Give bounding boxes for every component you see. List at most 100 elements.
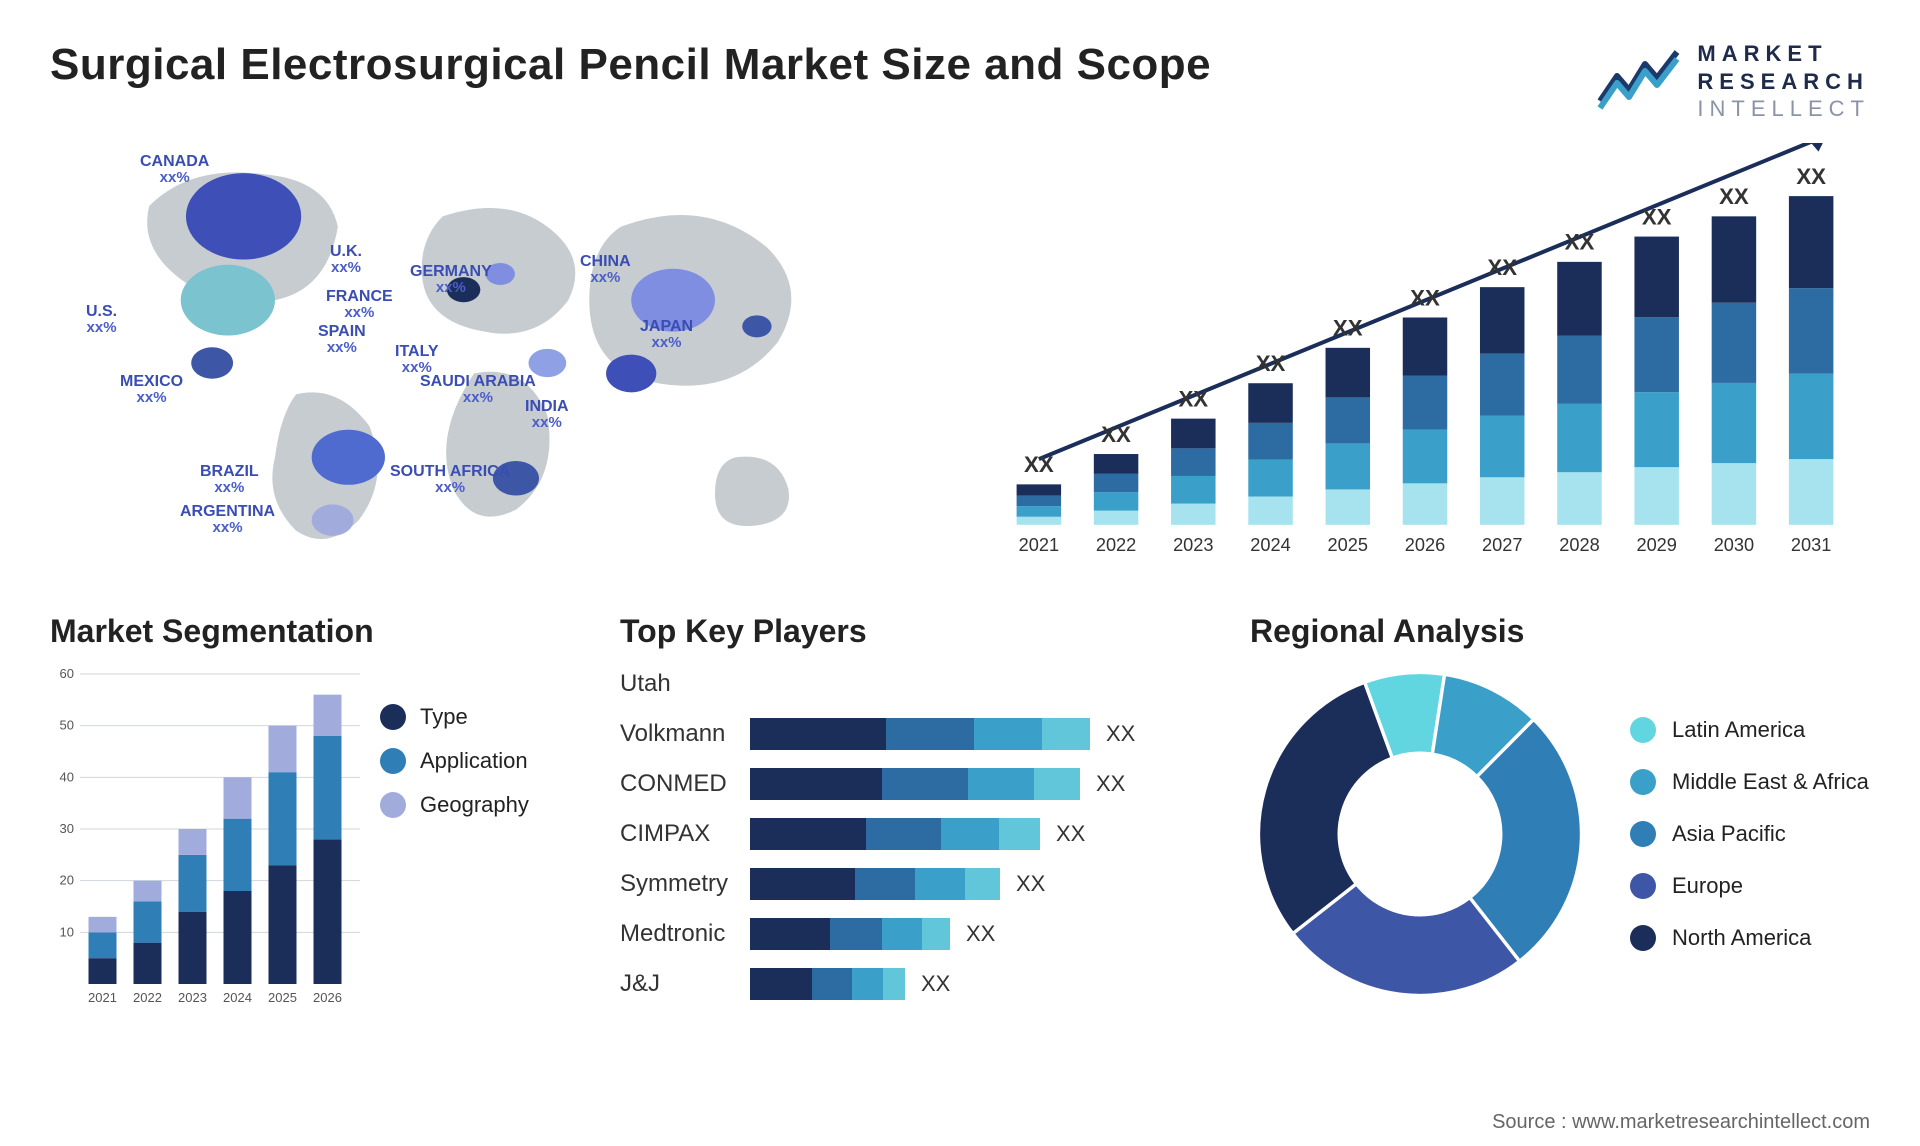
svg-text:XX: XX	[1642, 204, 1672, 229]
segmentation-heading: Market Segmentation	[50, 613, 590, 650]
player-bar-row: XX	[750, 968, 1220, 1000]
svg-text:XX: XX	[1487, 255, 1517, 280]
svg-text:2030: 2030	[1714, 535, 1754, 555]
svg-text:XX: XX	[1410, 285, 1440, 310]
segmentation-chart: 10 20 30 40 50 60 2021 2022 2023 2024 2025 2026	[50, 664, 360, 1014]
player-name: Medtronic	[620, 918, 725, 950]
svg-text:XX: XX	[1178, 386, 1208, 411]
logo-line2: RESEARCH	[1697, 68, 1870, 96]
svg-text:2027: 2027	[1482, 535, 1522, 555]
map-label: ARGENTINAxx%	[180, 503, 275, 537]
player-value: XX	[1096, 771, 1125, 797]
regional-legend: Latin America Middle East & Africa Asia Pa…	[1630, 717, 1869, 951]
regional-donut	[1250, 664, 1590, 1004]
svg-text:2021: 2021	[88, 990, 117, 1005]
map-label: ITALYxx%	[395, 343, 439, 377]
map-label: CANADAxx%	[140, 153, 209, 187]
player-name: CIMPAX	[620, 818, 710, 850]
svg-text:10: 10	[60, 924, 74, 939]
svg-text:40: 40	[60, 769, 74, 784]
player-value: XX	[921, 971, 950, 997]
svg-text:2031: 2031	[1791, 535, 1831, 555]
svg-text:2026: 2026	[1405, 535, 1445, 555]
map-label: GERMANYxx%	[410, 263, 492, 297]
svg-text:60: 60	[60, 666, 74, 681]
svg-text:2022: 2022	[1096, 535, 1136, 555]
page-title: Surgical Electrosurgical Pencil Market S…	[50, 40, 1211, 90]
segmentation-legend: Type Application Geography	[380, 664, 529, 1014]
player-name: Symmetry	[620, 868, 728, 900]
map-label: SOUTH AFRICAxx%	[390, 463, 510, 497]
player-name: Utah	[620, 668, 671, 700]
player-value: XX	[1016, 871, 1045, 897]
segmentation-panel: Market Segmentation 10 20 30 40 50 60 2021 2022…	[50, 613, 590, 1033]
players-names: Utah Volkmann CONMED CIMPAX Symmetry Medtroni…	[620, 664, 728, 1000]
regional-legend-item: North America	[1630, 925, 1869, 951]
regional-legend-item: Europe	[1630, 873, 1869, 899]
svg-text:XX: XX	[1719, 184, 1749, 209]
svg-text:2021: 2021	[1019, 535, 1059, 555]
source-label: Source : www.marketresearchintellect.com	[1492, 1111, 1870, 1134]
svg-text:2023: 2023	[1173, 535, 1213, 555]
player-bar-row	[750, 668, 1220, 700]
player-bar-row: XX	[750, 868, 1220, 900]
svg-text:XX: XX	[1024, 452, 1054, 477]
player-value: XX	[1106, 721, 1135, 747]
svg-text:2023: 2023	[178, 990, 207, 1005]
logo-line1: MARKET	[1697, 40, 1870, 68]
map-label: MEXICOxx%	[120, 373, 183, 407]
regional-legend-item: Middle East & Africa	[1630, 769, 1869, 795]
map-label: U.S.xx%	[86, 303, 117, 337]
segmentation-legend-item: Application	[380, 748, 529, 774]
logo-icon	[1595, 46, 1685, 116]
player-bar-row: XX	[750, 818, 1220, 850]
svg-text:2024: 2024	[1250, 535, 1290, 555]
players-panel: Top Key Players Utah Volkmann CONMED CIMPAX…	[620, 613, 1220, 1033]
world-map-panel: CANADAxx% U.S.xx% MEXICOxx% BRAZILxx% ARGENT…	[50, 143, 940, 583]
header: Surgical Electrosurgical Pencil Market S…	[50, 40, 1870, 123]
map-label: FRANCExx%	[326, 288, 393, 322]
svg-text:50: 50	[60, 717, 74, 732]
map-label: JAPANxx%	[640, 318, 693, 352]
svg-text:20: 20	[60, 872, 74, 887]
svg-text:2025: 2025	[268, 990, 297, 1005]
map-label: SPAINxx%	[318, 323, 366, 357]
svg-text:XX: XX	[1256, 351, 1286, 376]
player-bar-row: XX	[750, 768, 1220, 800]
svg-text:30: 30	[60, 821, 74, 836]
svg-text:2026: 2026	[313, 990, 342, 1005]
growth-chart: XX 2021 XX 2022 XX 2023 XX 2024 XX 2025 XX 2026 XX 20…	[980, 143, 1870, 583]
segmentation-legend-item: Type	[380, 704, 529, 730]
map-label: SAUDI ARABIAxx%	[420, 373, 536, 407]
player-bar-row: XX	[750, 918, 1220, 950]
brand-logo: MARKET RESEARCH INTELLECT	[1595, 40, 1870, 123]
svg-text:XX: XX	[1565, 229, 1595, 254]
growth-chart-panel: XX 2021 XX 2022 XX 2023 XX 2024 XX 2025 XX 2026 XX 20…	[980, 143, 1870, 583]
map-label: CHINAxx%	[580, 253, 631, 287]
players-heading: Top Key Players	[620, 613, 1220, 650]
svg-text:2024: 2024	[223, 990, 252, 1005]
svg-text:2025: 2025	[1328, 535, 1368, 555]
player-value: XX	[1056, 821, 1085, 847]
players-bars: XX XX XX XX XX XX	[750, 664, 1220, 1000]
svg-text:XX: XX	[1333, 315, 1363, 340]
map-label: U.K.xx%	[330, 243, 362, 277]
regional-heading: Regional Analysis	[1250, 613, 1870, 650]
player-name: Volkmann	[620, 718, 725, 750]
svg-text:2028: 2028	[1559, 535, 1599, 555]
logo-line3: INTELLECT	[1697, 95, 1870, 123]
player-value: XX	[966, 921, 995, 947]
bottom-row: Market Segmentation 10 20 30 40 50 60 2021 2022…	[50, 613, 1870, 1033]
map-label: INDIAxx%	[525, 398, 569, 432]
regional-legend-item: Latin America	[1630, 717, 1869, 743]
svg-text:2029: 2029	[1636, 535, 1676, 555]
regional-legend-item: Asia Pacific	[1630, 821, 1869, 847]
svg-text:2022: 2022	[133, 990, 162, 1005]
regional-panel: Regional Analysis Latin America Middle Ea…	[1250, 613, 1870, 1033]
player-name: CONMED	[620, 768, 727, 800]
svg-text:XX: XX	[1101, 421, 1131, 446]
map-label: BRAZILxx%	[200, 463, 259, 497]
segmentation-legend-item: Geography	[380, 792, 529, 818]
svg-text:XX: XX	[1796, 163, 1826, 188]
player-name: J&J	[620, 968, 660, 1000]
